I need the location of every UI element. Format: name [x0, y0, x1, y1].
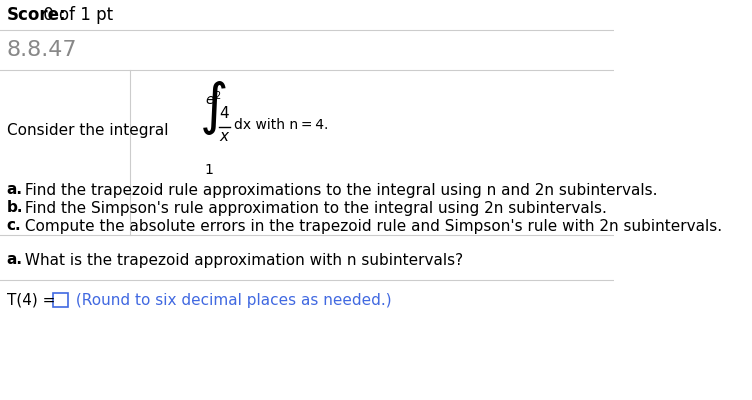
Text: c.: c. [7, 218, 21, 234]
Text: Compute the absolute errors in the trapezoid rule and Simpson's rule with 2n sub: Compute the absolute errors in the trape… [20, 218, 722, 234]
Text: Score:: Score: [7, 6, 66, 24]
Text: (Round to six decimal places as needed.): (Round to six decimal places as needed.) [71, 292, 392, 308]
Text: x: x [220, 129, 229, 144]
Text: 4: 4 [219, 106, 229, 121]
FancyBboxPatch shape [53, 293, 68, 307]
Text: What is the trapezoid approximation with n subintervals?: What is the trapezoid approximation with… [20, 252, 462, 268]
Text: dx with n = 4.: dx with n = 4. [234, 118, 328, 132]
Text: 0 of 1 pt: 0 of 1 pt [38, 6, 113, 24]
Text: e: e [206, 93, 214, 107]
Text: Find the Simpson's rule approximation to the integral using 2n subintervals.: Find the Simpson's rule approximation to… [20, 200, 606, 216]
Text: Find the trapezoid rule approximations to the integral using n and 2n subinterva: Find the trapezoid rule approximations t… [20, 182, 657, 198]
Text: 2: 2 [214, 91, 220, 101]
Text: Consider the integral: Consider the integral [7, 122, 168, 138]
Text: $\int$: $\int$ [199, 79, 227, 137]
Text: b.: b. [7, 200, 23, 216]
Text: a.: a. [7, 252, 23, 268]
Text: 8.8.47: 8.8.47 [7, 40, 77, 60]
Text: a.: a. [7, 182, 23, 198]
Text: 1: 1 [204, 163, 213, 177]
Text: T(4) =: T(4) = [7, 292, 55, 308]
